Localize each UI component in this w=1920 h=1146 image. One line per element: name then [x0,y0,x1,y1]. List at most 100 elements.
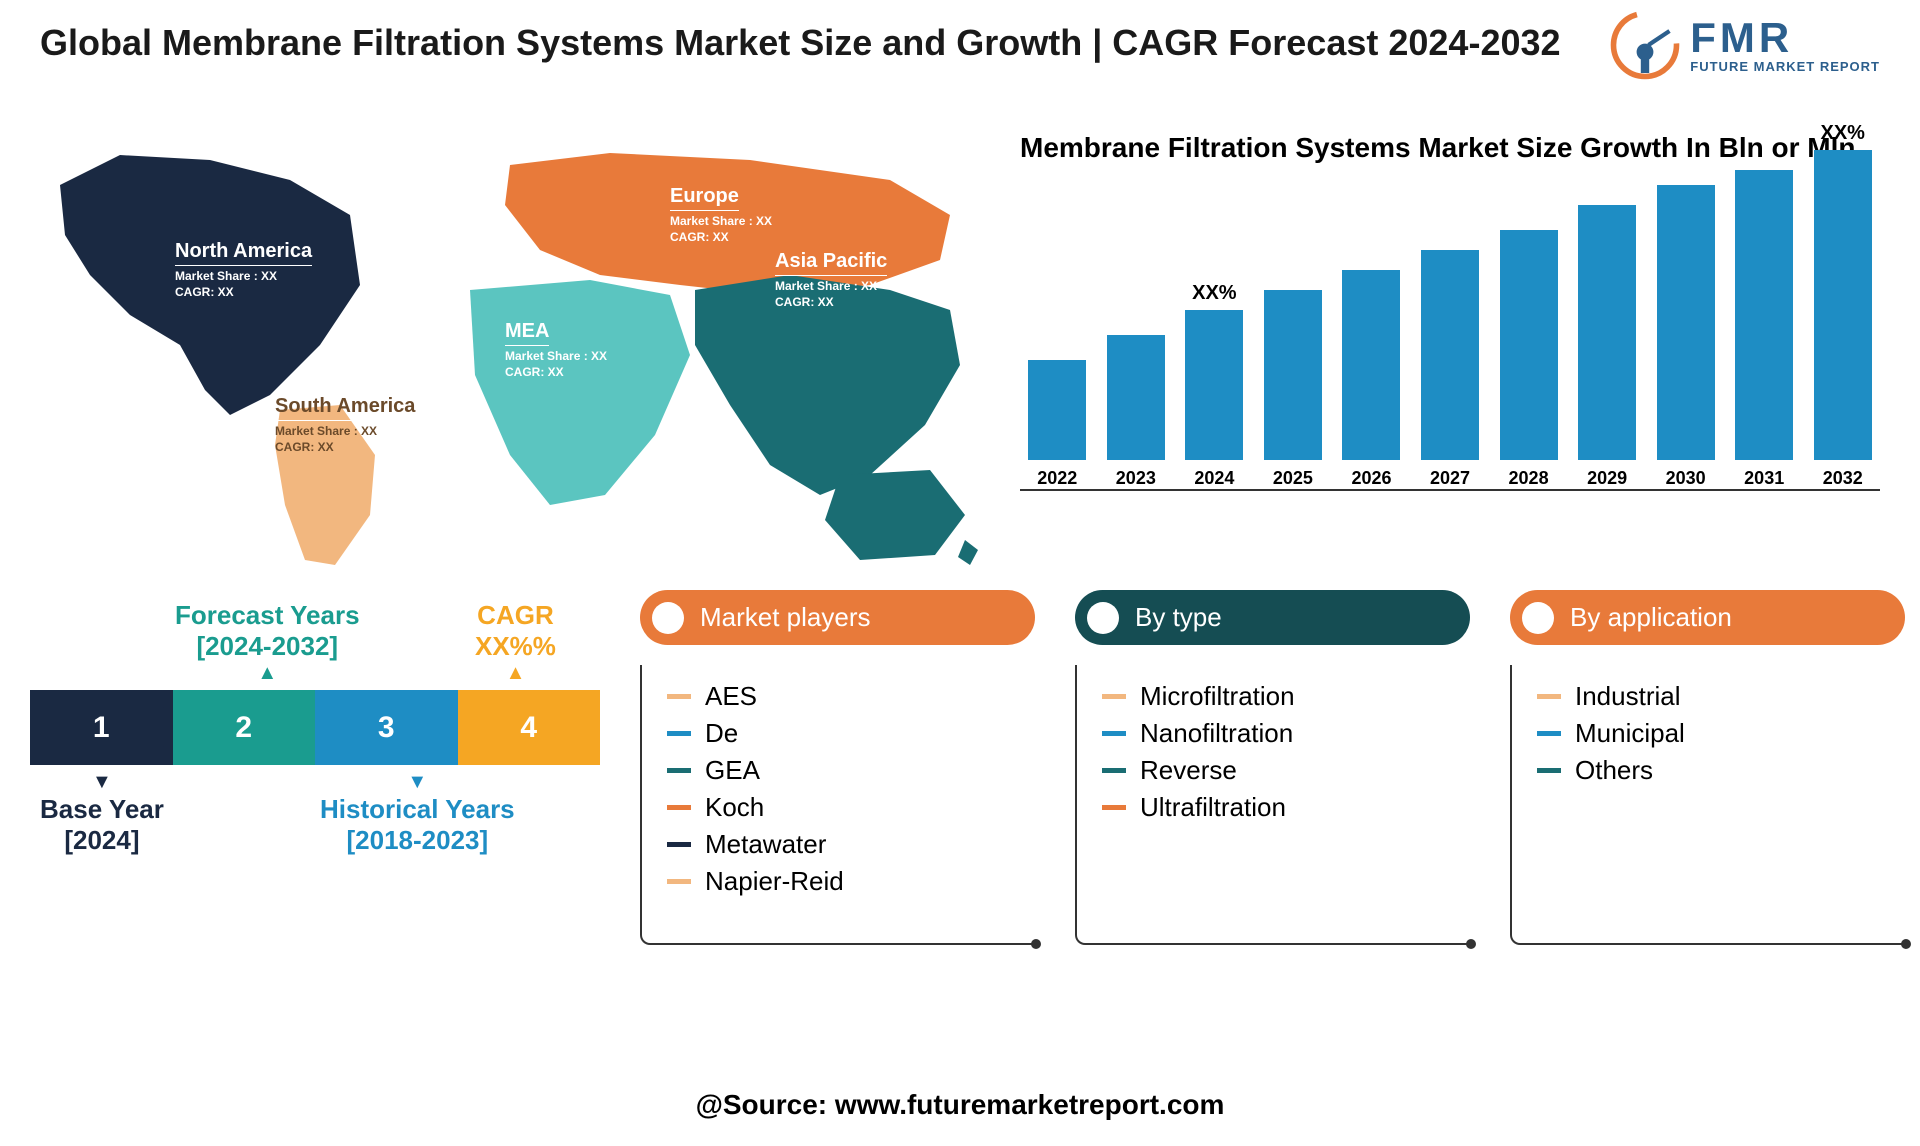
category-col-2: By application Industrial Municipal Others [1510,590,1905,945]
region-ap-nz [958,540,978,565]
dash-icon [1537,768,1561,773]
dash-icon [667,694,691,699]
timeline-seg-3: 3 [315,690,458,765]
bar-2029: 2029 [1575,205,1640,489]
triangle-up-icon: ▲ [175,662,360,685]
chart-bars: 2022 2023 XX%2024 2025 2026 2027 2028 2029 2030 2… [1020,181,1880,491]
bar-2032: XX%2032 [1810,150,1875,489]
bar-2031: 2031 [1732,170,1797,489]
bar-year-label: 2027 [1430,468,1470,489]
category-columns: Market players AES De GEA Koch Metawater Napie… [640,590,1905,945]
base-year-label: ▼ Base Year [2024] [40,771,164,856]
category-item: Nanofiltration [1102,718,1470,749]
bar-year-label: 2024 [1194,468,1234,489]
bar-2027: 2027 [1418,250,1483,489]
bar-chart: Membrane Filtration Systems Market Size … [1020,130,1880,560]
dash-icon [667,805,691,810]
region-label-mea: MEAMarket Share : XXCAGR: XX [505,320,607,380]
bar-2026: 2026 [1339,270,1404,489]
category-item: Others [1537,755,1905,786]
category-pill: Market players [640,590,1035,645]
region-ap-aus [825,470,965,560]
world-map: North AmericaMarket Share : XXCAGR: XX So… [30,145,980,565]
category-item: Napier-Reid [667,866,1035,897]
category-item-text: Koch [705,792,764,823]
timeline-seg-2: 2 [173,690,316,765]
dash-icon [1537,731,1561,736]
dash-icon [667,842,691,847]
triangle-up-icon: ▲ [475,662,556,685]
category-item: Microfiltration [1102,681,1470,712]
timeline: Forecast Years [2024-2032] ▲ CAGR XX%% ▲… [30,600,600,881]
bar-year-label: 2026 [1351,468,1391,489]
bar-year-label: 2028 [1509,468,1549,489]
page-title: Global Membrane Filtration Systems Marke… [40,20,1620,67]
category-col-0: Market players AES De GEA Koch Metawater Napie… [640,590,1035,945]
category-item-text: Nanofiltration [1140,718,1293,749]
category-item: GEA [667,755,1035,786]
bar-year-label: 2022 [1037,468,1077,489]
category-item-text: Industrial [1575,681,1681,712]
triangle-down-icon: ▼ [320,771,515,794]
timeline-seg-1: 1 [30,690,173,765]
category-pill: By type [1075,590,1470,645]
fmr-logo: FMR FUTURE MARKET REPORT [1610,10,1880,80]
dash-icon [667,879,691,884]
category-item-text: Microfiltration [1140,681,1295,712]
bar-year-label: 2029 [1587,468,1627,489]
timeline-bar: 1234 [30,690,600,765]
bar-2028: 2028 [1496,230,1561,489]
bar-year-label: 2031 [1744,468,1784,489]
category-item: Ultrafiltration [1102,792,1470,823]
historical-label: ▼ Historical Years [2018-2023] [320,771,515,856]
dash-icon [1102,768,1126,773]
region-label-eu: EuropeMarket Share : XXCAGR: XX [670,185,772,245]
category-list: Industrial Municipal Others [1510,665,1905,945]
category-item: Industrial [1537,681,1905,712]
category-item: Metawater [667,829,1035,860]
category-list: Microfiltration Nanofiltration Reverse Ultr… [1075,665,1470,945]
bar-year-label: 2032 [1823,468,1863,489]
category-item-text: Metawater [705,829,826,860]
category-item-text: De [705,718,738,749]
chart-title: Membrane Filtration Systems Market Size … [1020,130,1880,166]
bar-2023: 2023 [1104,335,1169,489]
category-item: Reverse [1102,755,1470,786]
category-item: Koch [667,792,1035,823]
category-list: AES De GEA Koch Metawater Napier-Reid [640,665,1035,945]
category-item-text: AES [705,681,757,712]
category-item: Municipal [1537,718,1905,749]
dash-icon [1102,731,1126,736]
dash-icon [1102,805,1126,810]
page-header: Global Membrane Filtration Systems Marke… [40,20,1620,67]
category-item-text: Municipal [1575,718,1685,749]
bar-year-label: 2023 [1116,468,1156,489]
logo-sub-text: FUTURE MARKET REPORT [1690,59,1880,74]
region-label-na: North AmericaMarket Share : XXCAGR: XX [175,240,312,300]
region-label-ap: Asia PacificMarket Share : XXCAGR: XX [775,250,887,310]
category-item-text: GEA [705,755,760,786]
region-mea [470,280,690,505]
forecast-label: Forecast Years [2024-2032] ▲ [175,600,360,685]
region-label-sa: South AmericaMarket Share : XXCAGR: XX [275,395,415,455]
source-footer: @Source: www.futuremarketreport.com [0,1089,1920,1121]
dash-icon [1102,694,1126,699]
bar-2022: 2022 [1025,360,1090,489]
category-item: De [667,718,1035,749]
category-item-text: Ultrafiltration [1140,792,1286,823]
category-pill: By application [1510,590,1905,645]
triangle-down-icon: ▼ [40,771,164,794]
logo-main-text: FMR [1690,17,1880,59]
bar-2025: 2025 [1261,290,1326,489]
dash-icon [1537,694,1561,699]
cagr-label: CAGR XX%% ▲ [475,600,556,685]
bar-2024: XX%2024 [1182,310,1247,489]
bar-2030: 2030 [1653,185,1718,489]
timeline-seg-4: 4 [458,690,601,765]
dash-icon [667,731,691,736]
category-item-text: Reverse [1140,755,1237,786]
bar-year-label: 2025 [1273,468,1313,489]
dash-icon [667,768,691,773]
category-item-text: Others [1575,755,1653,786]
category-item: AES [667,681,1035,712]
